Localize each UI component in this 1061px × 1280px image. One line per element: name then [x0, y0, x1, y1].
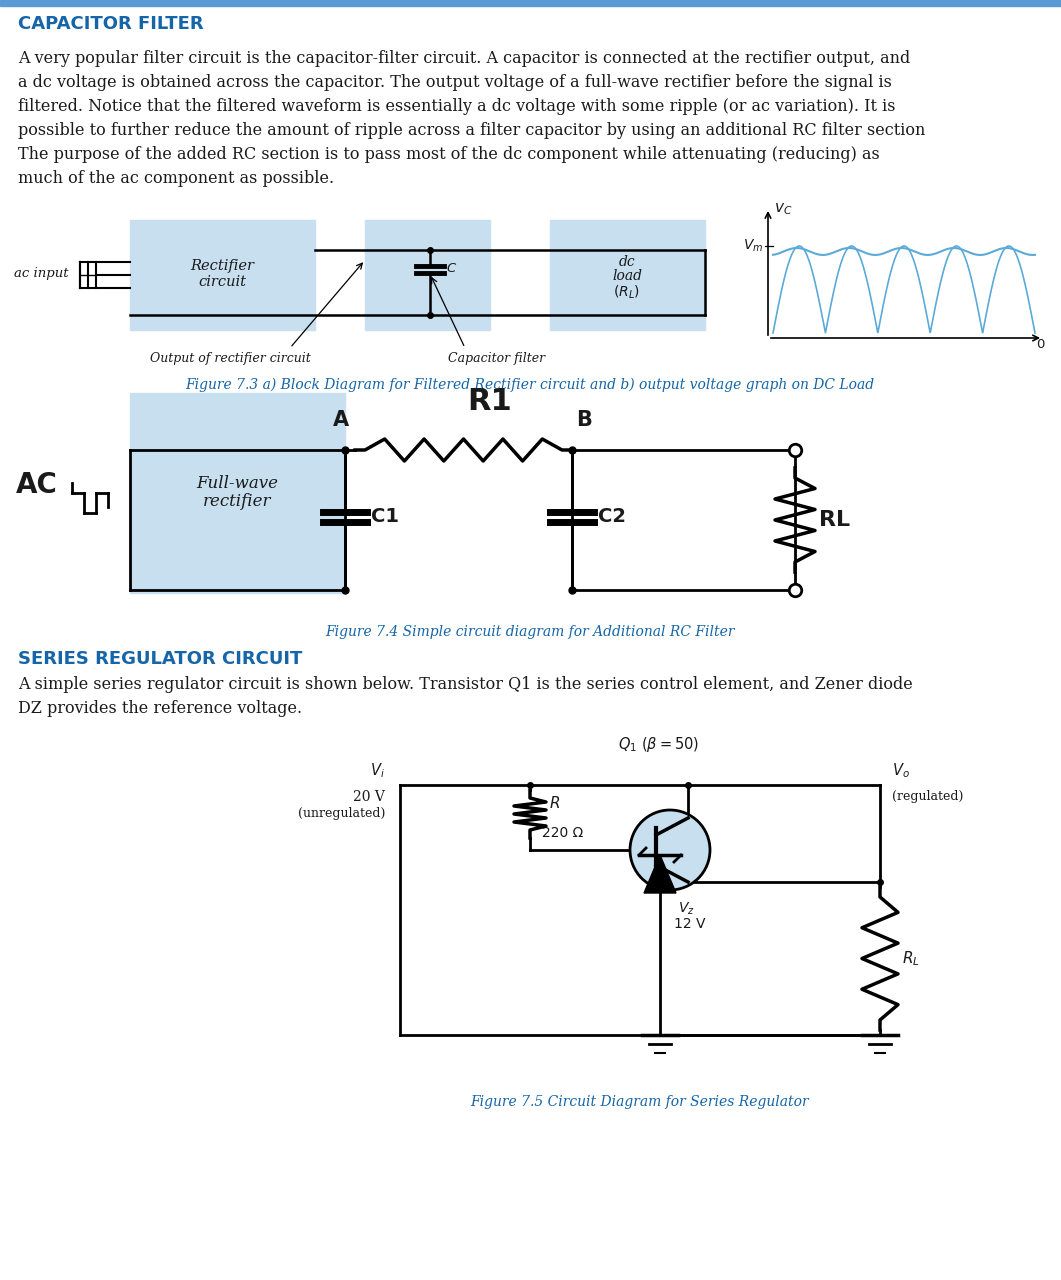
Text: ac input: ac input: [14, 266, 69, 279]
Text: dc: dc: [619, 255, 636, 269]
Text: much of the ac component as possible.: much of the ac component as possible.: [18, 170, 334, 187]
Text: A very popular filter circuit is the capacitor-filter circuit. A capacitor is co: A very popular filter circuit is the cap…: [18, 50, 910, 67]
Circle shape: [630, 810, 710, 890]
Text: (unregulated): (unregulated): [298, 806, 385, 820]
Text: Figure 7.4 Simple circuit diagram for Additional RC Filter: Figure 7.4 Simple circuit diagram for Ad…: [326, 625, 735, 639]
Text: Full-wave: Full-wave: [196, 475, 278, 492]
Text: 220 Ω: 220 Ω: [542, 826, 584, 840]
Text: Figure 7.5 Circuit Diagram for Series Regulator: Figure 7.5 Circuit Diagram for Series Re…: [471, 1094, 810, 1108]
Text: possible to further reduce the amount of ripple across a filter capacitor by usi: possible to further reduce the amount of…: [18, 122, 925, 140]
Text: circuit: circuit: [198, 275, 246, 289]
Text: 12 V: 12 V: [674, 916, 706, 931]
Text: A: A: [333, 410, 349, 430]
Text: $R_L$: $R_L$: [902, 950, 920, 968]
Text: load: load: [612, 269, 642, 283]
Text: Figure 7.3 a) Block Diagram for Filtered Rectifier circuit and b) output voltage: Figure 7.3 a) Block Diagram for Filtered…: [186, 378, 874, 393]
Text: rectifier: rectifier: [203, 493, 272, 509]
Text: $V_o$: $V_o$: [892, 762, 909, 781]
Text: filtered. Notice that the filtered waveform is essentially a dc voltage with som: filtered. Notice that the filtered wavef…: [18, 99, 895, 115]
Bar: [550, 220, 705, 330]
Text: CAPACITOR FILTER: CAPACITOR FILTER: [18, 15, 204, 33]
Text: RL: RL: [819, 509, 850, 530]
Text: R1: R1: [468, 387, 512, 416]
Polygon shape: [644, 855, 676, 893]
Text: $V_z$: $V_z$: [678, 901, 695, 918]
Bar: [365, 220, 490, 330]
Text: 0: 0: [1036, 338, 1044, 351]
Text: a dc voltage is obtained across the capacitor. The output voltage of a full-wave: a dc voltage is obtained across the capa…: [18, 74, 892, 91]
Text: AC: AC: [16, 471, 58, 499]
Text: A simple series regulator circuit is shown below. Transistor Q1 is the series co: A simple series regulator circuit is sho…: [18, 676, 912, 692]
Text: SERIES REGULATOR CIRCUIT: SERIES REGULATOR CIRCUIT: [18, 650, 302, 668]
Text: $(R_L)$: $(R_L)$: [613, 283, 641, 301]
Text: Capacitor filter: Capacitor filter: [448, 352, 545, 365]
Text: The purpose of the added RC section is to pass most of the dc component while at: The purpose of the added RC section is t…: [18, 146, 880, 163]
Bar: [131, 220, 315, 330]
Text: 20 V: 20 V: [353, 790, 385, 804]
Text: (regulated): (regulated): [892, 790, 963, 803]
Bar: [131, 393, 345, 593]
Text: $Q_1\ (\beta = 50)$: $Q_1\ (\beta = 50)$: [618, 735, 699, 754]
Bar: [0, 0, 1061, 6]
Text: Rectifier: Rectifier: [190, 259, 254, 273]
Text: $V_i$: $V_i$: [370, 762, 385, 781]
Text: B: B: [576, 410, 592, 430]
Text: Output of rectifier circuit: Output of rectifier circuit: [150, 352, 311, 365]
Text: $V_m$: $V_m$: [743, 238, 763, 255]
Text: DZ provides the reference voltage.: DZ provides the reference voltage.: [18, 700, 302, 717]
Text: C: C: [446, 262, 455, 275]
Text: C1: C1: [371, 507, 399, 526]
Text: C2: C2: [598, 507, 626, 526]
Text: $v_C$: $v_C$: [775, 201, 793, 216]
Text: R: R: [550, 796, 560, 812]
